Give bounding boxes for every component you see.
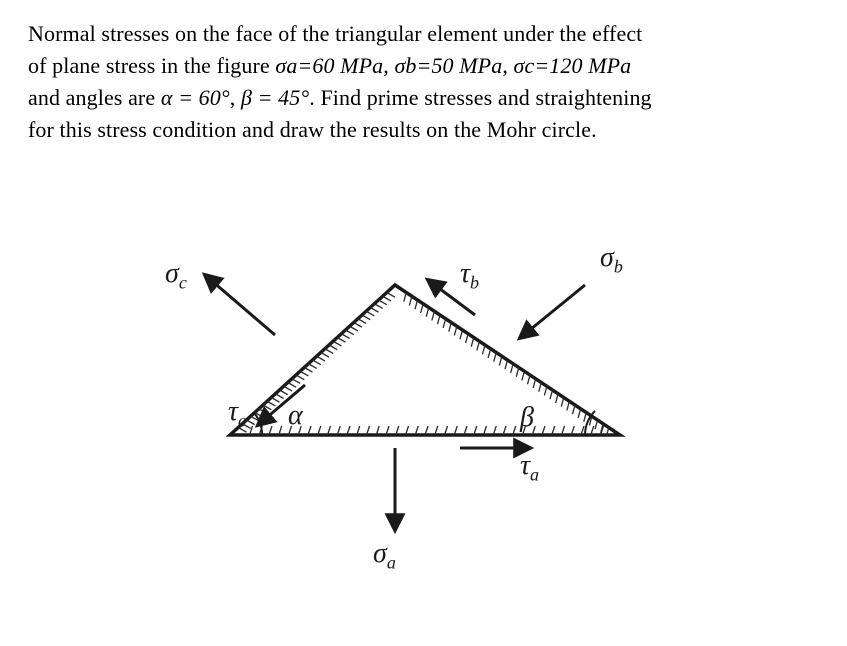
label-beta: β bbox=[520, 402, 534, 434]
tau-c-sym: τ bbox=[228, 396, 238, 427]
sigma-c-sym: σ bbox=[165, 258, 179, 289]
text-line-4: for this stress condition and draw the r… bbox=[28, 117, 597, 142]
label-tau-c: τc bbox=[228, 396, 246, 432]
sep1: , bbox=[383, 53, 394, 78]
label-tau-a: τa bbox=[520, 450, 539, 486]
sigma-b-expr: σb=50 MPa bbox=[394, 53, 502, 78]
tau-a-sub: a bbox=[530, 465, 539, 485]
sigma-a-sym: σ bbox=[373, 538, 387, 569]
text-line-3b: . Find prime stresses and straightening bbox=[309, 85, 651, 110]
tau-a-sym: τ bbox=[520, 450, 530, 481]
text-line-2a: of plane stress in the figure bbox=[28, 53, 275, 78]
sigma-b-sym: σ bbox=[600, 242, 614, 273]
text-line-1: Normal stresses on the face of the trian… bbox=[28, 21, 642, 46]
label-sigma-b: σb bbox=[600, 242, 623, 278]
sigma-a-expr: σa=60 MPa bbox=[275, 53, 383, 78]
label-sigma-c: σc bbox=[165, 258, 187, 294]
sigma-b-sub: b bbox=[614, 257, 623, 277]
triangle-diagram bbox=[0, 210, 847, 630]
tau-b-sub: b bbox=[470, 273, 479, 293]
problem-statement: Normal stresses on the face of the trian… bbox=[28, 18, 819, 146]
beta-sym: β bbox=[520, 402, 534, 433]
alpha-sym: α bbox=[288, 400, 303, 431]
sigma-c-sub: c bbox=[179, 273, 187, 293]
alpha-expr: α = 60° bbox=[161, 85, 230, 110]
tau-c-sub: c bbox=[238, 411, 246, 431]
beta-expr: β = 45° bbox=[241, 85, 309, 110]
label-sigma-a: σa bbox=[373, 538, 396, 574]
figure: σc τc α β τb σb τa σa bbox=[0, 210, 847, 630]
label-alpha: α bbox=[288, 400, 303, 432]
text-line-3a: and angles are bbox=[28, 85, 161, 110]
sep2: , bbox=[502, 53, 513, 78]
sigma-a-sub: a bbox=[387, 553, 396, 573]
label-tau-b: τb bbox=[460, 258, 479, 294]
sep3: , bbox=[230, 85, 241, 110]
tau-b-sym: τ bbox=[460, 258, 470, 289]
sigma-c-expr: σc=120 MPa bbox=[514, 53, 632, 78]
